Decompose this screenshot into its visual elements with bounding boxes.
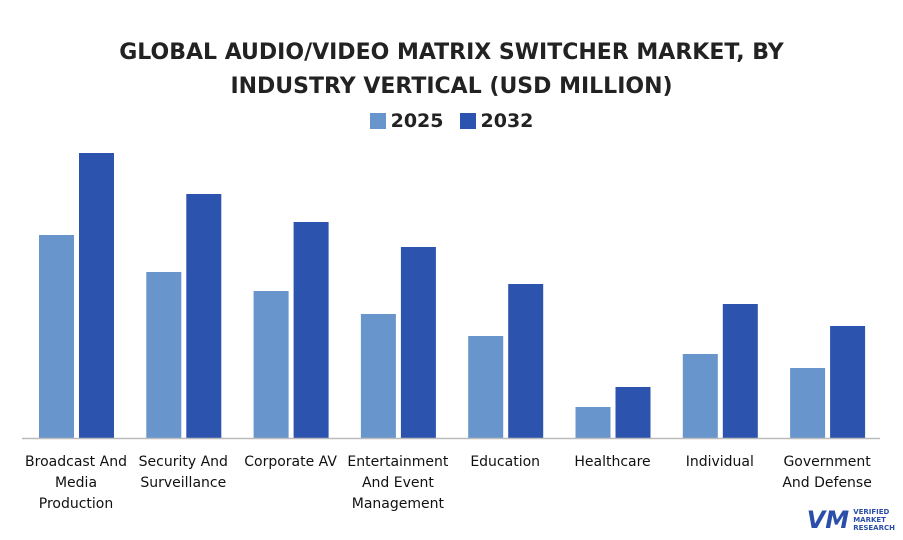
logo-line: MARKET — [853, 516, 886, 524]
category-label-line: Production — [38, 496, 114, 512]
logo-line: RESEARCH — [853, 524, 895, 532]
category-label-line: And Defense — [782, 475, 872, 491]
bar-2032 — [293, 222, 329, 438]
category-label-line: Surveillance — [140, 475, 227, 491]
bar-2025 — [360, 314, 396, 438]
category-label: Entertainment And Event Management — [338, 452, 458, 515]
bar-2025 — [253, 291, 289, 438]
category-label-line: Security And — [138, 454, 228, 470]
bar-2032 — [400, 247, 436, 438]
bar-2025 — [790, 368, 826, 438]
category-label-line: And Event — [361, 475, 434, 491]
bar-2025 — [575, 407, 611, 438]
logo-mark: VM — [806, 506, 850, 534]
category-label-line: Individual — [685, 454, 754, 470]
category-label: Broadcast And Media Production — [16, 452, 136, 515]
legend-label-2032: 2032 — [480, 110, 534, 132]
category-label-line: Education — [470, 454, 541, 470]
title-line-1: GLOBAL AUDIO/VIDEO MATRIX SWITCHER MARKE… — [119, 40, 784, 65]
bar-2032 — [722, 304, 758, 438]
legend-label-2025: 2025 — [390, 110, 444, 132]
category-label: Government And Defense — [767, 452, 887, 494]
bar-2025 — [39, 235, 74, 438]
category-label: Education — [445, 452, 565, 473]
category-label-line: Management — [351, 496, 444, 512]
title-line-2: INDUSTRY VERTICAL (USD MILLION) — [230, 74, 673, 99]
bar-2032 — [186, 194, 222, 438]
category-label-line: Government — [783, 454, 871, 470]
legend-swatch-2032 — [459, 113, 476, 129]
logo: VM VERIFIED MARKET RESEARCH — [807, 506, 895, 534]
category-label-line: Healthcare — [574, 454, 651, 470]
category-label-line: Broadcast And — [25, 454, 127, 470]
legend-item-2025: 2025 — [369, 110, 444, 132]
bar-2032 — [79, 153, 114, 438]
bar-2025 — [146, 272, 182, 438]
legend-item-2032: 2032 — [459, 110, 534, 132]
category-label-line: Corporate AV — [244, 454, 337, 470]
bar-2032 — [830, 326, 866, 438]
category-label: Security And Surveillance — [123, 452, 243, 494]
bar-2025 — [682, 354, 718, 438]
legend: 2025 2032 — [0, 110, 903, 132]
category-label-line: Media — [54, 475, 98, 491]
legend-swatch-2025 — [369, 113, 386, 129]
category-label: Healthcare — [553, 452, 673, 473]
category-label-line: Entertainment — [347, 454, 449, 470]
chart-title: GLOBAL AUDIO/VIDEO MATRIX SWITCHER MARKE… — [0, 36, 903, 104]
category-label: Corporate AV — [231, 452, 351, 473]
bar-2025 — [468, 336, 504, 438]
logo-line: VERIFIED — [853, 508, 890, 516]
category-label: Individual — [660, 452, 780, 473]
bar-2032 — [508, 284, 544, 438]
bar-2032 — [615, 387, 651, 438]
